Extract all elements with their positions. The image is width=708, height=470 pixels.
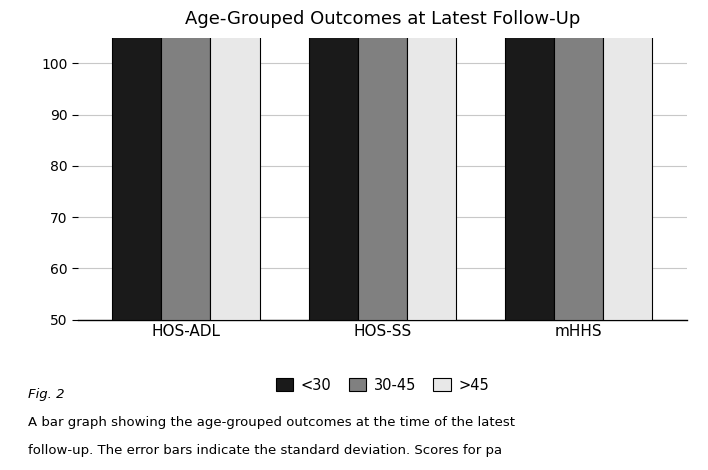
Text: follow-up. The error bars indicate the standard deviation. Scores for pa: follow-up. The error bars indicate the s… [28, 444, 503, 457]
Bar [407, 0, 456, 320]
Bar [603, 0, 652, 320]
Bar [554, 0, 603, 320]
Bar [358, 0, 407, 320]
Bar [161, 0, 210, 320]
Legend: <30, 30-45, >45: <30, 30-45, >45 [270, 372, 495, 399]
Text: A bar graph showing the age-grouped outcomes at the time of the latest: A bar graph showing the age-grouped outc… [28, 416, 515, 429]
Bar [113, 0, 161, 320]
Bar [210, 0, 260, 320]
Bar [309, 0, 358, 320]
Text: Fig. 2: Fig. 2 [28, 388, 65, 401]
Title: Age-Grouped Outcomes at Latest Follow-Up: Age-Grouped Outcomes at Latest Follow-Up [185, 10, 580, 28]
Bar [505, 0, 554, 320]
